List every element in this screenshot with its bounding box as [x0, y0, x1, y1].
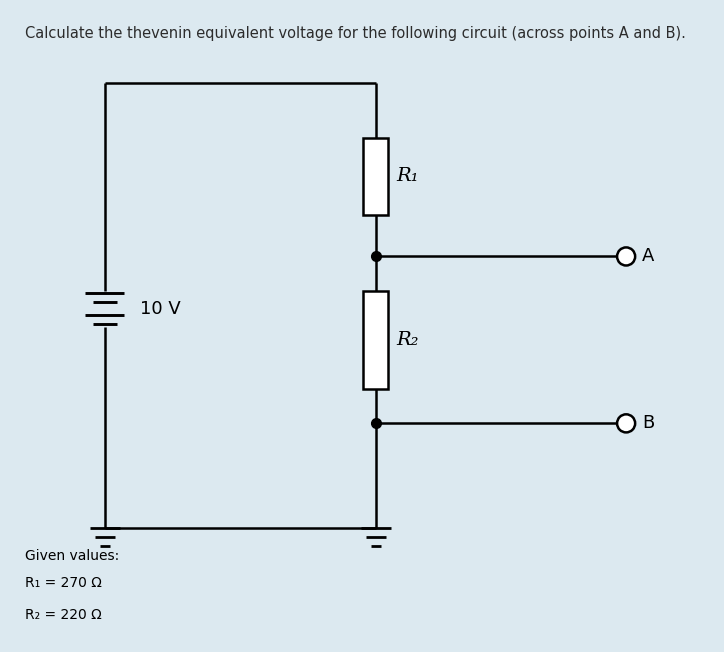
Circle shape [617, 414, 635, 432]
Text: R₂: R₂ [397, 331, 419, 349]
Text: Given values:: Given values: [25, 548, 119, 563]
Text: R₁ = 270 Ω: R₁ = 270 Ω [25, 576, 102, 590]
Text: B: B [642, 415, 654, 432]
Text: Calculate the thevenin equivalent voltage for the following circuit (across poin: Calculate the thevenin equivalent voltag… [25, 25, 686, 40]
Text: A: A [642, 248, 654, 265]
Circle shape [617, 247, 635, 265]
Text: 10 V: 10 V [140, 300, 180, 318]
Bar [363, 291, 388, 389]
Text: R₂ = 220 Ω: R₂ = 220 Ω [25, 608, 101, 621]
Bar [363, 138, 388, 215]
Text: R₁: R₁ [397, 168, 419, 185]
